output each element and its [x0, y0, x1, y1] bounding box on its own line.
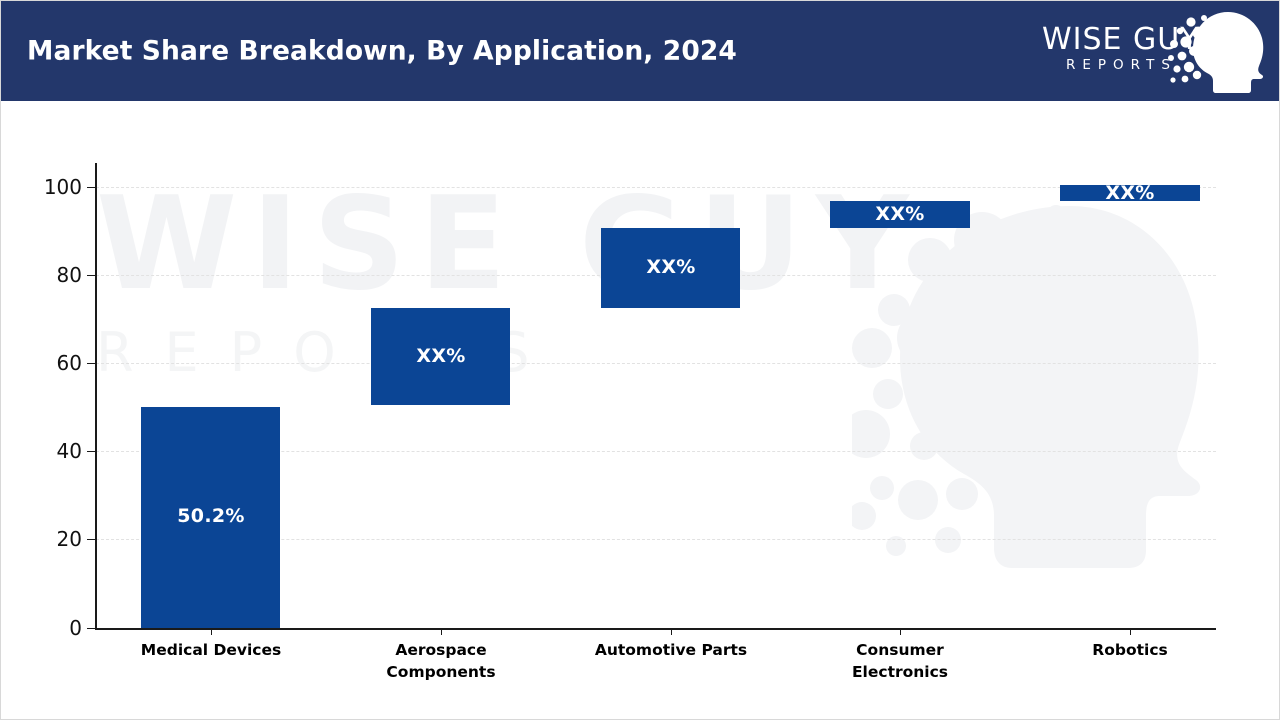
y-tick-label-100: 100 — [43, 175, 82, 199]
logo-wordmark: WISE GUY — [1042, 22, 1200, 57]
y-tick-mark-0 — [87, 628, 95, 629]
y-tick-label-40: 40 — [56, 439, 82, 463]
y-tick-mark-80 — [87, 275, 95, 276]
y-tick-mark-100 — [87, 187, 95, 188]
page-title: Market Share Breakdown, By Application, … — [27, 35, 737, 66]
x-tick-mark-robotics — [1130, 628, 1131, 635]
wise-guy-reports-logo: WISE GUY REPORTS — [1026, 7, 1274, 95]
y-tick-label-20: 20 — [56, 527, 82, 551]
x-tick-mark-aerospace-components — [441, 628, 442, 635]
bar-label-medical-devices: 50.2% — [177, 505, 245, 527]
x-tick-label-consumer-electronics: Consumer Electronics — [851, 641, 949, 681]
y-tick-mark-60 — [87, 363, 95, 364]
gridline-60 — [96, 363, 1216, 364]
dotted-head-profile-icon — [1168, 12, 1264, 93]
x-tick-label-medical-devices: Medical Devices — [140, 641, 282, 659]
gridline-40 — [96, 451, 1216, 452]
bar-aerospace-components[interactable] — [371, 308, 510, 405]
gridline-20 — [96, 539, 1216, 540]
watermark-line-1: WISE GUY — [96, 170, 923, 319]
bar-label-robotics: XX% — [1105, 182, 1155, 204]
y-tick-label-0: 0 — [69, 616, 82, 640]
x-tick-mark-automotive-parts — [671, 628, 672, 635]
dotted-head-profile-watermark — [852, 205, 1201, 568]
x-tick-label-automotive-parts: Automotive Parts — [594, 641, 748, 659]
bar-label-aerospace-components: XX% — [416, 345, 466, 367]
bar-medical-devices[interactable] — [141, 407, 280, 628]
x-tick-label-aerospace-components: Aerospace Components — [386, 641, 496, 681]
gridline-100 — [96, 187, 1216, 188]
x-tick-mark-medical-devices — [211, 628, 212, 635]
y-tick-label-80: 80 — [56, 263, 82, 287]
y-axis-spine — [95, 163, 97, 629]
bar-label-automotive-parts: XX% — [646, 256, 696, 278]
x-tick-label-robotics: Robotics — [1092, 641, 1168, 659]
y-tick-mark-40 — [87, 451, 95, 452]
bar-robotics[interactable] — [1060, 185, 1200, 201]
bar-consumer-electronics[interactable] — [830, 201, 970, 228]
header-bar: Market Share Breakdown, By Application, … — [0, 0, 1280, 101]
y-tick-mark-20 — [87, 539, 95, 540]
y-tick-label-60: 60 — [56, 351, 82, 375]
x-axis-spine — [95, 628, 1216, 630]
x-tick-mark-consumer-electronics — [900, 628, 901, 635]
bar-automotive-parts[interactable] — [601, 228, 740, 308]
logo-subword: REPORTS — [1066, 57, 1177, 73]
bar-label-consumer-electronics: XX% — [875, 203, 925, 225]
